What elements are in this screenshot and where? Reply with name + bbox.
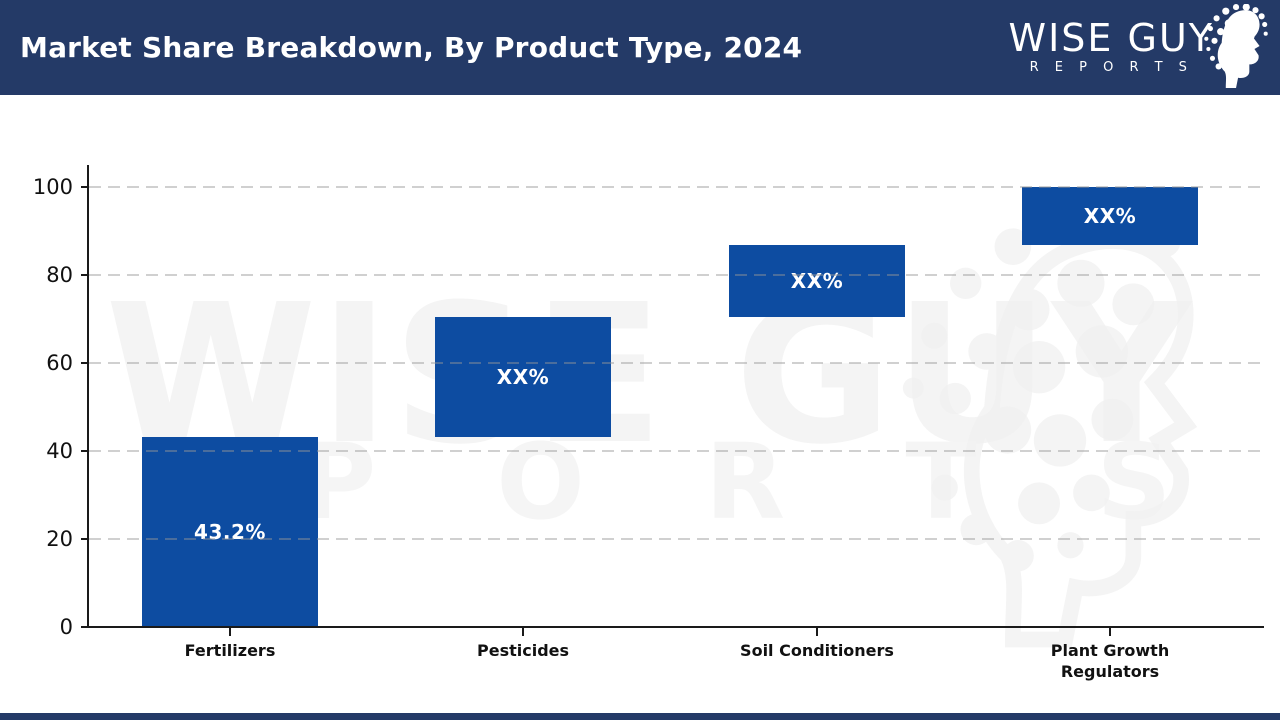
x-tick-mark (522, 628, 524, 636)
y-tick-label-60: 60 (46, 351, 73, 375)
bar-fertilizers: 43.2% (142, 436, 318, 627)
y-tick-mark (81, 626, 89, 628)
x-tick-mark (816, 628, 818, 636)
gridline-80 (89, 274, 1262, 276)
x-axis-line (87, 626, 1264, 628)
y-tick-label-80: 80 (46, 263, 73, 287)
bar-value-label: XX% (1083, 204, 1137, 229)
bar-value-label: XX% (790, 268, 844, 293)
x-category-label-fertilizers: Fertilizers (184, 641, 276, 660)
logo-wordmark: WISE GUY (1008, 15, 1214, 60)
wise-guy-logo: WISE GUY R E P O R T S (1009, 4, 1270, 90)
y-tick-mark (81, 538, 89, 540)
y-tick-mark (81, 450, 89, 452)
x-tick-mark (1109, 628, 1111, 636)
footer-bar (0, 713, 1280, 720)
bar-value-label: 43.2% (194, 519, 266, 544)
bar-pesticides: XX% (435, 316, 611, 437)
gridline-40 (89, 450, 1262, 452)
logo-head-icon (1204, 4, 1268, 88)
x-category-label-soil-conditioners: Soil Conditioners (740, 641, 894, 660)
y-tick-label-0: 0 (59, 615, 73, 639)
bar-value-label: XX% (496, 364, 550, 389)
x-category-label-pesticides: Pesticides (476, 641, 570, 660)
y-tick-mark (81, 186, 89, 188)
x-category-label-plant-growth: Plant Growth Regulators (1050, 641, 1170, 681)
x-tick-mark (229, 628, 231, 636)
y-tick-mark (81, 274, 89, 276)
gridline-60 (89, 362, 1262, 364)
gridline-100 (89, 186, 1262, 188)
logo-text: WISE GUY R E P O R T S (1008, 15, 1214, 76)
gridline-20 (89, 538, 1262, 540)
y-tick-label-40: 40 (46, 439, 73, 463)
y-tick-label-100: 100 (32, 175, 73, 199)
y-axis-line (87, 165, 89, 628)
header-banner: Market Share Breakdown, By Product Type,… (0, 0, 1280, 95)
bar-soil-conditioners: XX% (729, 245, 905, 317)
logo-subtext: R E P O R T S (1029, 60, 1193, 76)
y-tick-label-20: 20 (46, 527, 73, 551)
bar-plant-growth-regulators: XX% (1022, 187, 1198, 246)
chart-title: Market Share Breakdown, By Product Type,… (20, 31, 803, 64)
y-tick-mark (81, 362, 89, 364)
